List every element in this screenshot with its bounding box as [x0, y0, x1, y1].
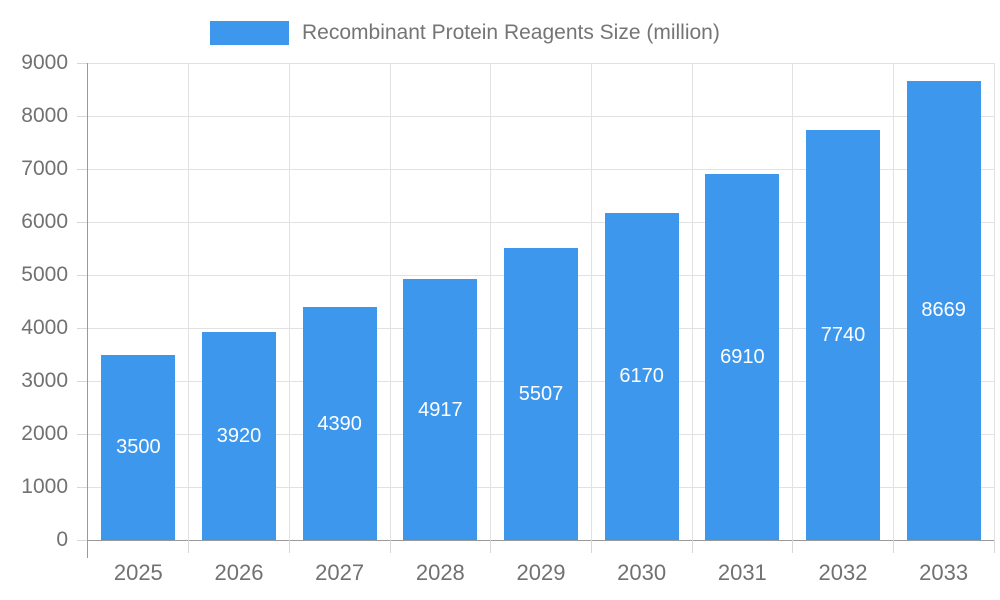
x-axis-label: 2027 — [315, 560, 365, 585]
y-axis-label: 1000 — [21, 475, 68, 498]
bar-value-label: 8669 — [921, 299, 966, 322]
bar-2028[interactable] — [403, 279, 478, 540]
y-axis-label: 4000 — [21, 316, 68, 339]
x-axis-label: 2032 — [818, 560, 868, 585]
y-axis-tick — [77, 433, 88, 435]
y-axis-tick — [77, 274, 88, 276]
x-axis-tick — [590, 540, 592, 553]
y-axis-tick — [77, 380, 88, 382]
v-gridline — [691, 63, 693, 540]
v-gridline — [993, 63, 995, 540]
y-axis-label: 3000 — [21, 369, 68, 392]
x-axis-tick — [892, 540, 894, 553]
y-axis-tick — [77, 327, 88, 329]
bar-value-label: 3500 — [116, 436, 161, 459]
legend-item[interactable]: Recombinant Protein Reagents Size (milli… — [210, 20, 720, 45]
x-axis-label: 2031 — [717, 560, 767, 585]
y-axis-label: 9000 — [21, 51, 68, 74]
x-axis-tick — [490, 540, 492, 553]
bar-2031[interactable] — [705, 173, 780, 540]
bar-2029[interactable] — [504, 248, 578, 540]
y-axis-label: 2000 — [21, 422, 68, 445]
bar-2027[interactable] — [302, 307, 377, 540]
v-gridline — [188, 63, 190, 540]
v-gridline — [792, 63, 794, 540]
bar-2030[interactable] — [604, 212, 679, 540]
h-gridline — [88, 115, 994, 117]
y-axis-label: 5000 — [21, 263, 68, 286]
x-axis-tick — [792, 540, 794, 553]
v-gridline — [490, 63, 492, 540]
v-gridline — [389, 63, 391, 540]
x-axis-label: 2030 — [617, 560, 667, 585]
y-axis-label: 7000 — [21, 157, 68, 180]
h-gridline — [88, 62, 994, 64]
x-axis-tick — [691, 540, 693, 553]
x-axis-line — [87, 540, 994, 541]
x-axis-tick — [389, 540, 391, 553]
h-gridline — [88, 221, 994, 223]
bar-value-label: 6170 — [619, 365, 664, 388]
y-axis-tick — [77, 62, 88, 64]
bar-2032[interactable] — [806, 129, 880, 540]
y-axis-tick — [77, 221, 88, 223]
x-axis-label: 2029 — [516, 560, 566, 585]
y-axis-tick — [77, 115, 88, 117]
x-axis-label: 2025 — [113, 560, 163, 585]
y-axis-tick — [77, 486, 88, 488]
bar-value-label: 4390 — [317, 412, 362, 435]
y-axis-tick — [77, 168, 88, 170]
v-gridline — [288, 63, 290, 540]
bar-value-label: 7740 — [820, 323, 866, 346]
x-axis-label: 2028 — [415, 560, 465, 585]
x-axis-tick — [288, 540, 290, 553]
bar-2025[interactable] — [101, 354, 176, 540]
x-axis-tick — [993, 540, 995, 553]
bar-value-label: 6910 — [720, 345, 765, 368]
x-axis-tick — [188, 540, 190, 553]
bar-value-label: 5507 — [518, 383, 564, 406]
bar-2026[interactable] — [202, 332, 276, 540]
x-axis-label: 2033 — [919, 560, 969, 585]
y-axis-label: 8000 — [21, 104, 68, 127]
y-axis-line — [87, 63, 88, 558]
v-gridline — [590, 63, 592, 540]
bar-value-label: 4917 — [418, 398, 463, 421]
x-axis-label: 2026 — [214, 560, 264, 585]
bar-2033[interactable] — [906, 80, 981, 540]
legend-swatch-icon — [210, 20, 289, 45]
y-axis-tick — [77, 539, 88, 541]
v-gridline — [892, 63, 894, 540]
y-axis-label: 6000 — [21, 210, 68, 233]
legend-label: Recombinant Protein Reagents Size (milli… — [302, 21, 720, 44]
h-gridline — [88, 168, 994, 170]
y-axis-label: 0 — [56, 528, 68, 551]
bar-value-label: 3920 — [216, 425, 262, 448]
